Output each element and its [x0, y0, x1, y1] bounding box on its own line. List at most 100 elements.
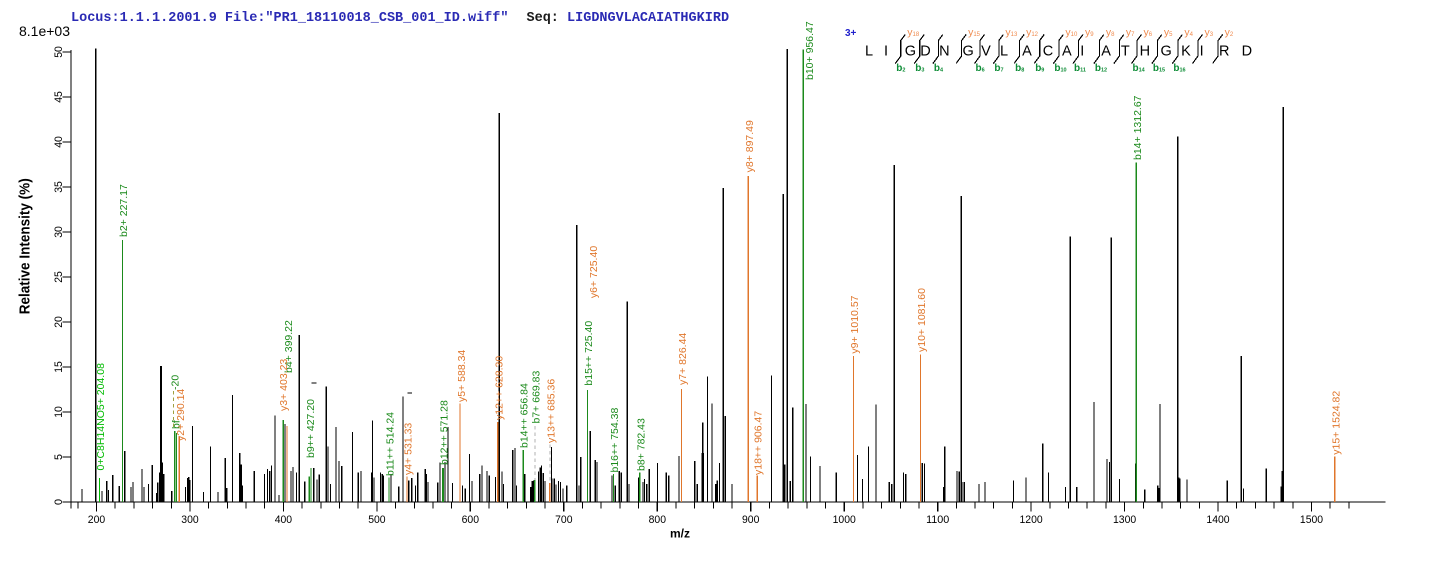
- svg-text:L: L: [1000, 44, 1008, 60]
- svg-text:15: 15: [53, 361, 65, 373]
- svg-text:0+C8H14NO5+ 204.08: 0+C8H14NO5+ 204.08: [95, 363, 107, 471]
- svg-text:900: 900: [742, 514, 759, 526]
- svg-text:b11++ 514.24: b11++ 514.24: [384, 412, 396, 476]
- svg-text:b14: b14: [1133, 63, 1146, 74]
- svg-text:y5+ 588.34: y5+ 588.34: [456, 350, 468, 402]
- svg-text:y9+ 1010.57: y9+ 1010.57: [849, 295, 861, 353]
- svg-text:y12++ 628.30: y12++ 628.30: [494, 356, 506, 420]
- svg-text:35: 35: [53, 181, 65, 193]
- svg-text:1200: 1200: [1020, 514, 1043, 526]
- svg-text:b16: b16: [1173, 63, 1185, 74]
- svg-text:A: A: [1022, 44, 1032, 60]
- svg-text:b9: b9: [1035, 63, 1044, 74]
- svg-text:y4+ 531.33: y4+ 531.33: [403, 423, 415, 475]
- svg-text:b9++ 427.20: b9++ 427.20: [305, 399, 317, 458]
- svg-text:y7: y7: [1126, 27, 1135, 39]
- svg-text:Seq: LIGDNGVLACAIATHGKIRD: Seq: LIGDNGVLACAIATHGKIRD: [527, 11, 730, 26]
- svg-text:y8+ 897.49: y8+ 897.49: [744, 120, 756, 172]
- svg-text:1100: 1100: [926, 514, 949, 526]
- svg-text:800: 800: [649, 514, 666, 526]
- svg-text:b11: b11: [1074, 63, 1086, 74]
- svg-text:45: 45: [53, 91, 65, 103]
- svg-text:20: 20: [53, 316, 65, 328]
- svg-text:40: 40: [53, 136, 65, 148]
- svg-text:b4: b4: [934, 63, 944, 74]
- svg-text:y10+ 1081.60: y10+ 1081.60: [916, 288, 928, 352]
- svg-text:N: N: [939, 44, 949, 60]
- svg-text:0: 0: [53, 499, 65, 505]
- svg-text:V: V: [981, 44, 991, 60]
- svg-text:b14++ 656.84: b14++ 656.84: [519, 383, 531, 448]
- svg-text:y9: y9: [1085, 27, 1094, 39]
- svg-text:1500: 1500: [1300, 514, 1323, 526]
- svg-text:D: D: [920, 44, 930, 60]
- svg-text:700: 700: [555, 514, 572, 526]
- svg-text:K: K: [1181, 44, 1191, 60]
- svg-text:30: 30: [53, 226, 65, 238]
- svg-text:y4: y4: [1184, 27, 1193, 39]
- svg-text:500: 500: [368, 514, 385, 526]
- svg-text:-20: -20: [170, 375, 182, 390]
- svg-text:D: D: [1242, 44, 1252, 60]
- svg-text:L: L: [865, 44, 873, 60]
- svg-text:b2: b2: [896, 63, 905, 74]
- svg-text:C: C: [1043, 44, 1053, 60]
- svg-text:b7+ 669.83: b7+ 669.83: [531, 370, 543, 423]
- svg-text:Locus:1.1.1.2001.9 File:"PR1_1: Locus:1.1.1.2001.9 File:"PR1_18110018_CS…: [71, 11, 508, 26]
- svg-text:A: A: [1101, 44, 1111, 60]
- svg-text:b10+ 956.47: b10+ 956.47: [804, 21, 816, 80]
- svg-text:8.1e+03: 8.1e+03: [19, 23, 70, 39]
- svg-text:y2+ 290.14: y2+ 290.14: [175, 389, 187, 441]
- svg-text:b16++ 754.38: b16++ 754.38: [609, 408, 621, 473]
- svg-text:b15: b15: [1153, 63, 1165, 74]
- svg-text:Relative Intensity (%): Relative Intensity (%): [17, 178, 33, 314]
- svg-text:b7: b7: [994, 63, 1003, 74]
- svg-text:b3: b3: [915, 63, 924, 74]
- svg-text:R: R: [1219, 44, 1229, 60]
- svg-text:A: A: [1062, 44, 1072, 60]
- svg-text:y13++ 685.36: y13++ 685.36: [546, 379, 558, 443]
- svg-text:y5: y5: [1164, 27, 1173, 39]
- svg-text:b15++ 725.40: b15++ 725.40: [583, 321, 595, 386]
- svg-text:y8: y8: [1106, 27, 1115, 39]
- svg-text:300: 300: [181, 514, 198, 526]
- svg-text:G: G: [963, 44, 974, 60]
- svg-text:y6: y6: [1144, 27, 1153, 39]
- svg-text:y7+ 826.44: y7+ 826.44: [677, 333, 689, 385]
- svg-text:b10: b10: [1054, 63, 1066, 74]
- svg-text:G: G: [905, 44, 916, 60]
- svg-text:bf: bf: [170, 420, 182, 429]
- svg-text:b6: b6: [976, 63, 985, 74]
- svg-text:b14+ 1312.67: b14+ 1312.67: [1132, 95, 1144, 160]
- svg-text:b4+ 399.22: b4+ 399.22: [283, 320, 295, 373]
- svg-text:b8: b8: [1015, 63, 1024, 74]
- svg-text:1000: 1000: [833, 514, 856, 526]
- svg-text:1400: 1400: [1206, 514, 1229, 526]
- svg-text:I: I: [1080, 44, 1084, 60]
- svg-text:y2: y2: [1225, 27, 1234, 39]
- svg-text:10: 10: [53, 406, 65, 418]
- svg-text:I: I: [1200, 44, 1204, 60]
- svg-text:b12++ 571.28: b12++ 571.28: [439, 400, 451, 465]
- svg-text:H: H: [1140, 44, 1150, 60]
- svg-text:b2+ 227.17: b2+ 227.17: [118, 184, 130, 237]
- svg-text:b12: b12: [1095, 63, 1107, 74]
- svg-text:1300: 1300: [1113, 514, 1136, 526]
- svg-text:y3+ 403.23: y3+ 403.23: [278, 359, 290, 411]
- svg-text:y15+ 1524.82: y15+ 1524.82: [1330, 391, 1342, 455]
- svg-text:I: I: [884, 44, 888, 60]
- svg-text:T: T: [1121, 44, 1130, 60]
- svg-text:y3: y3: [1205, 27, 1214, 39]
- svg-text:25: 25: [53, 271, 65, 283]
- svg-text:400: 400: [275, 514, 292, 526]
- svg-text:G: G: [1161, 44, 1172, 60]
- svg-text:b8+ 782.43: b8+ 782.43: [635, 418, 647, 471]
- svg-text:3+: 3+: [845, 28, 857, 39]
- svg-text:50: 50: [53, 46, 65, 58]
- svg-text:y18++ 906.47: y18++ 906.47: [753, 411, 765, 475]
- svg-text:200: 200: [88, 514, 105, 526]
- svg-text:m/z: m/z: [670, 527, 690, 541]
- svg-text:600: 600: [462, 514, 479, 526]
- svg-text:5: 5: [53, 454, 65, 460]
- svg-text:y6+ 725.40: y6+ 725.40: [588, 246, 600, 298]
